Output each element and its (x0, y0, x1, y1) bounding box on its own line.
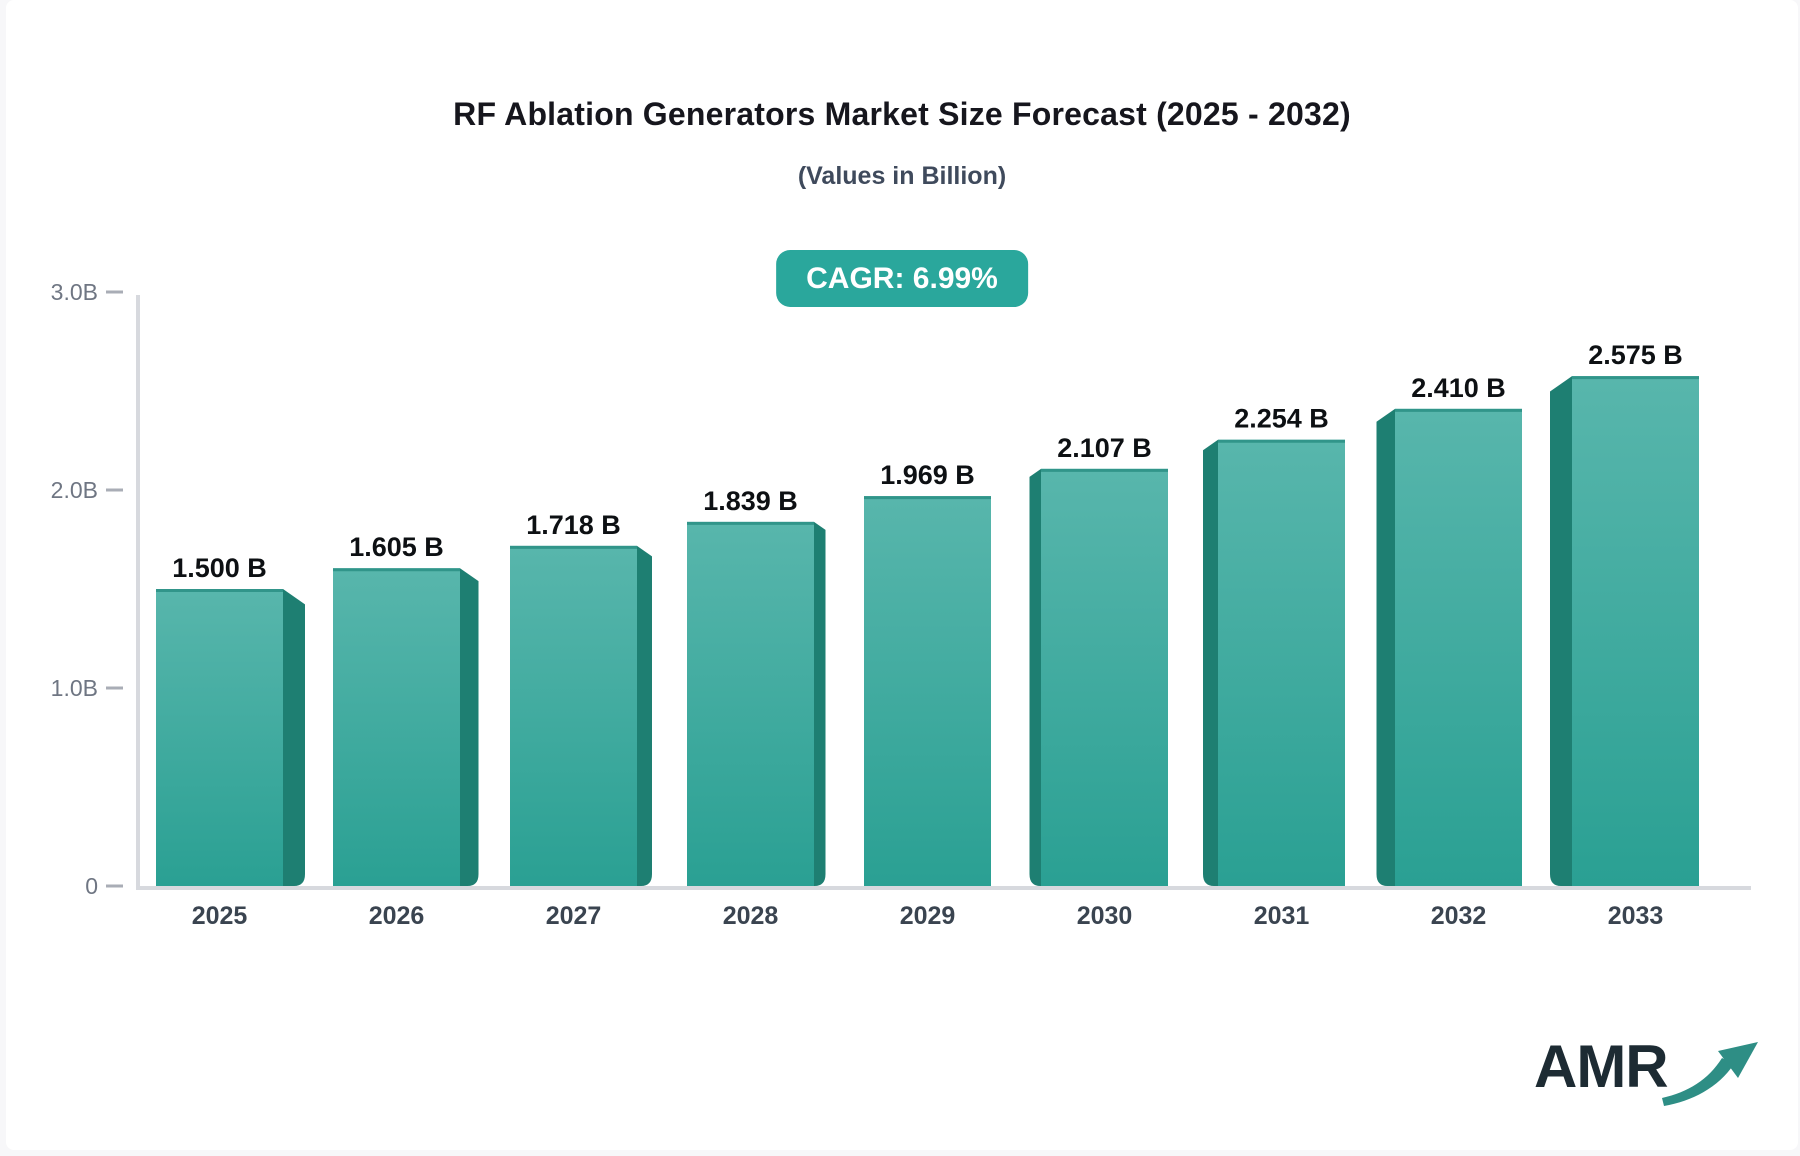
bar-2026: 1.605 B 2026 (333, 532, 479, 930)
y-tick-label: 0 (85, 873, 98, 899)
bar-front-face (510, 545, 637, 886)
x-axis-label: 2031 (1254, 902, 1310, 930)
bar-front-face (1395, 408, 1522, 886)
bar-value-label: 2.410 B (1411, 373, 1506, 403)
bar-2027: 1.718 B 2027 (510, 510, 652, 930)
bar-value-label: 2.254 B (1234, 404, 1329, 434)
y-tick-label: 3.0B (51, 279, 98, 305)
chart-title: RF Ablation Generators Market Size Forec… (453, 96, 1351, 132)
x-axis-label: 2032 (1431, 902, 1487, 930)
bar-front-face (1572, 376, 1699, 886)
bar-2030: 2.107 B 2030 (1029, 433, 1168, 930)
bar-front-face (1218, 439, 1345, 886)
bar-value-label: 1.500 B (172, 553, 267, 583)
bar-front-face (687, 521, 814, 886)
x-axis-label: 2025 (192, 902, 248, 930)
x-axis-label: 2029 (900, 902, 956, 930)
bar-chart-canvas: 0 1.0B 2.0B 3.0B 1.500 B 2025 1.605 B 2026 1.718… (51, 279, 1751, 930)
bar-value-label: 1.969 B (880, 460, 975, 490)
x-axis-label: 2030 (1077, 902, 1133, 930)
bar-side-face (1029, 468, 1041, 886)
trending-up-arrow-icon (1662, 1042, 1758, 1106)
y-tick-label: 1.0B (51, 675, 98, 701)
amr-logo: AMR (1534, 1032, 1774, 1122)
bar-side-face (814, 521, 826, 886)
bar-2031: 2.254 B 2031 (1203, 404, 1345, 930)
bar-2028: 1.839 B 2028 (687, 486, 826, 930)
bar-value-label: 1.718 B (526, 510, 621, 540)
bar-front-face (156, 589, 283, 886)
bar-side-face (283, 589, 305, 886)
bar-side-face (637, 545, 652, 886)
bar-front-face (333, 568, 460, 886)
bar-front-face (1041, 468, 1168, 886)
x-axis-label: 2027 (546, 902, 602, 930)
bar-2025: 1.500 B 2025 (156, 553, 305, 930)
bar-2029: 1.969 B 2029 (864, 460, 991, 930)
bar-value-label: 1.839 B (703, 486, 798, 516)
bar-side-face (1203, 439, 1218, 886)
bar-2032: 2.410 B 2032 (1376, 373, 1522, 930)
bar-value-label: 2.107 B (1057, 433, 1152, 463)
x-axis-label: 2033 (1608, 902, 1664, 930)
chart-card: RF Ablation Generators Market Size Forec… (6, 0, 1798, 1150)
bar-side-face (1550, 376, 1572, 886)
bar-value-label: 2.575 B (1588, 340, 1683, 370)
bar-2033: 2.575 B 2033 (1550, 340, 1699, 930)
amr-logo-text: AMR (1534, 1033, 1669, 1100)
y-tick-label: 2.0B (51, 477, 98, 503)
bar-side-face (460, 568, 479, 886)
bar-front-face (864, 496, 991, 886)
chart-subtitle: (Values in Billion) (797, 162, 1007, 190)
bar-side-face (1376, 408, 1395, 886)
bar-value-label: 1.605 B (349, 532, 444, 562)
cagr-badge: CAGR: 6.99% (776, 250, 1028, 307)
x-axis-label: 2028 (723, 902, 779, 930)
x-axis-label: 2026 (369, 902, 425, 930)
